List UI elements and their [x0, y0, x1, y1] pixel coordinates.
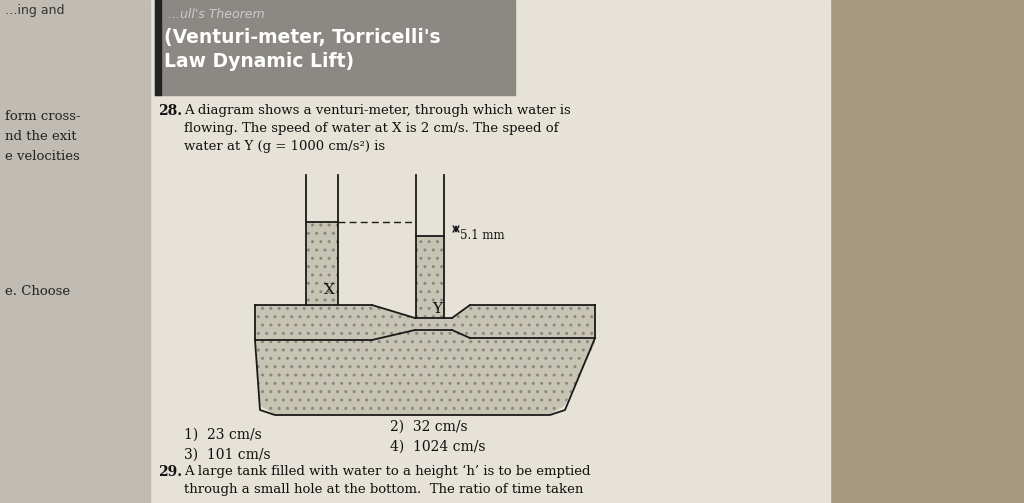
Text: flowing. The speed of water at X is 2 cm/s. The speed of: flowing. The speed of water at X is 2 cm… [184, 122, 558, 135]
Bar [415, 318, 452, 330]
Bar [470, 305, 595, 338]
Text: e velocities: e velocities [5, 150, 80, 163]
Bar [150, 0, 830, 503]
Text: water at Y (g = 1000 cm/s²) is: water at Y (g = 1000 cm/s²) is [184, 140, 385, 153]
Bar [255, 305, 372, 340]
Text: …ing and: …ing and [5, 4, 65, 17]
Text: 1)  23 cm/s: 1) 23 cm/s [184, 428, 262, 442]
Polygon shape [255, 330, 595, 415]
Bar [470, 305, 595, 338]
Text: A diagram shows a venturi-meter, through which water is: A diagram shows a venturi-meter, through… [184, 104, 570, 117]
Bar [0, 0, 150, 503]
Text: through a small hole at the bottom.  The ratio of time taken: through a small hole at the bottom. The … [184, 483, 584, 496]
Text: 5.1 mm: 5.1 mm [460, 229, 505, 242]
Text: A large tank filled with water to a height ‘h’ is to be emptied: A large tank filled with water to a heig… [184, 465, 591, 478]
Bar [820, 0, 1024, 503]
Bar [306, 222, 338, 305]
Text: 2)  32 cm/s: 2) 32 cm/s [390, 420, 468, 434]
Bar [415, 318, 452, 330]
Polygon shape [452, 305, 470, 338]
Bar [416, 236, 444, 318]
Bar [255, 305, 372, 340]
Text: form cross-: form cross- [5, 110, 81, 123]
Bar [306, 222, 338, 305]
Text: ...ull's Theorem: ...ull's Theorem [168, 8, 264, 21]
Text: e. Choose: e. Choose [5, 285, 70, 298]
Text: 28.: 28. [158, 104, 182, 118]
Text: Law Dynamic Lift): Law Dynamic Lift) [164, 52, 354, 71]
Text: 29.: 29. [158, 465, 182, 479]
Text: (Venturi-meter, Torricelli's: (Venturi-meter, Torricelli's [164, 28, 440, 47]
Polygon shape [372, 305, 415, 340]
Bar [155, 0, 515, 95]
Bar [155, 0, 161, 95]
Text: X: X [324, 283, 335, 297]
Text: nd the exit: nd the exit [5, 130, 77, 143]
Text: Y: Y [432, 302, 442, 316]
Bar [416, 236, 444, 318]
Text: 4)  1024 cm/s: 4) 1024 cm/s [390, 440, 485, 454]
Text: 3)  101 cm/s: 3) 101 cm/s [184, 448, 270, 462]
